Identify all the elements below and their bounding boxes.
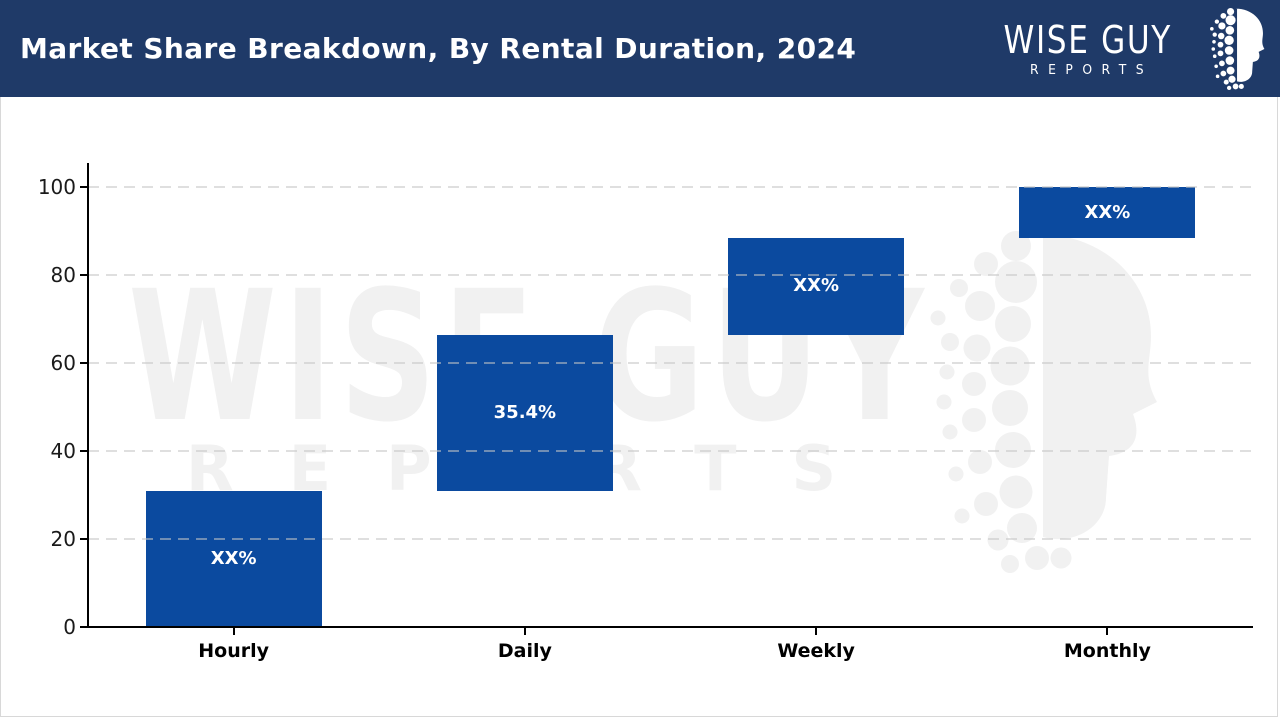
y-tick-label: 0 bbox=[63, 615, 76, 639]
grid-line bbox=[88, 538, 1253, 540]
bar-value-label: 35.4% bbox=[493, 401, 557, 423]
y-tick bbox=[80, 362, 87, 364]
y-tick bbox=[80, 450, 87, 452]
x-tick bbox=[815, 628, 818, 635]
y-tick bbox=[80, 626, 87, 628]
y-axis-line bbox=[87, 163, 89, 628]
x-tick-label-daily: Daily bbox=[497, 640, 552, 662]
header-bar: Market Share Breakdown, By Rental Durati… bbox=[0, 0, 1280, 97]
bar-value-label: XX% bbox=[1084, 201, 1131, 223]
grid-line bbox=[88, 274, 1253, 276]
grid-line bbox=[88, 362, 1253, 364]
logo-head-icon bbox=[1196, 7, 1268, 91]
y-tick-label: 100 bbox=[37, 175, 76, 199]
page-title: Market Share Breakdown, By Rental Durati… bbox=[20, 32, 857, 65]
x-tick bbox=[523, 628, 526, 635]
x-tick-label-weekly: Weekly bbox=[777, 640, 855, 662]
y-tick-label: 60 bbox=[50, 351, 76, 375]
bar-value-label: XX% bbox=[793, 275, 840, 297]
logo-subtext: REPORTS bbox=[1030, 62, 1154, 78]
bar-weekly bbox=[728, 238, 905, 335]
grid-line bbox=[88, 186, 1253, 188]
y-tick bbox=[80, 186, 87, 188]
x-axis-line bbox=[87, 626, 1253, 628]
bar-monthly bbox=[1019, 187, 1196, 239]
y-tick-label: 40 bbox=[50, 439, 76, 463]
y-tick bbox=[80, 274, 87, 276]
y-tick bbox=[80, 538, 87, 540]
x-tick-label-hourly: Hourly bbox=[198, 640, 269, 662]
plot-area: XX% 35.4% XX% XX% bbox=[88, 186, 1253, 627]
y-tick-label: 80 bbox=[50, 263, 76, 287]
grid-line bbox=[88, 450, 1253, 452]
wise-guy-reports-logo: WISE GUY REPORTS bbox=[985, 7, 1268, 91]
bar-hourly bbox=[145, 490, 322, 627]
y-tick-label: 20 bbox=[50, 527, 76, 551]
x-tick bbox=[1106, 628, 1109, 635]
logo-wordmark: WISE GUY bbox=[1003, 17, 1172, 62]
bar-value-label: XX% bbox=[210, 547, 257, 569]
x-tick-label-monthly: Monthly bbox=[1063, 640, 1151, 662]
bar-daily bbox=[436, 334, 613, 491]
x-tick bbox=[232, 628, 235, 635]
